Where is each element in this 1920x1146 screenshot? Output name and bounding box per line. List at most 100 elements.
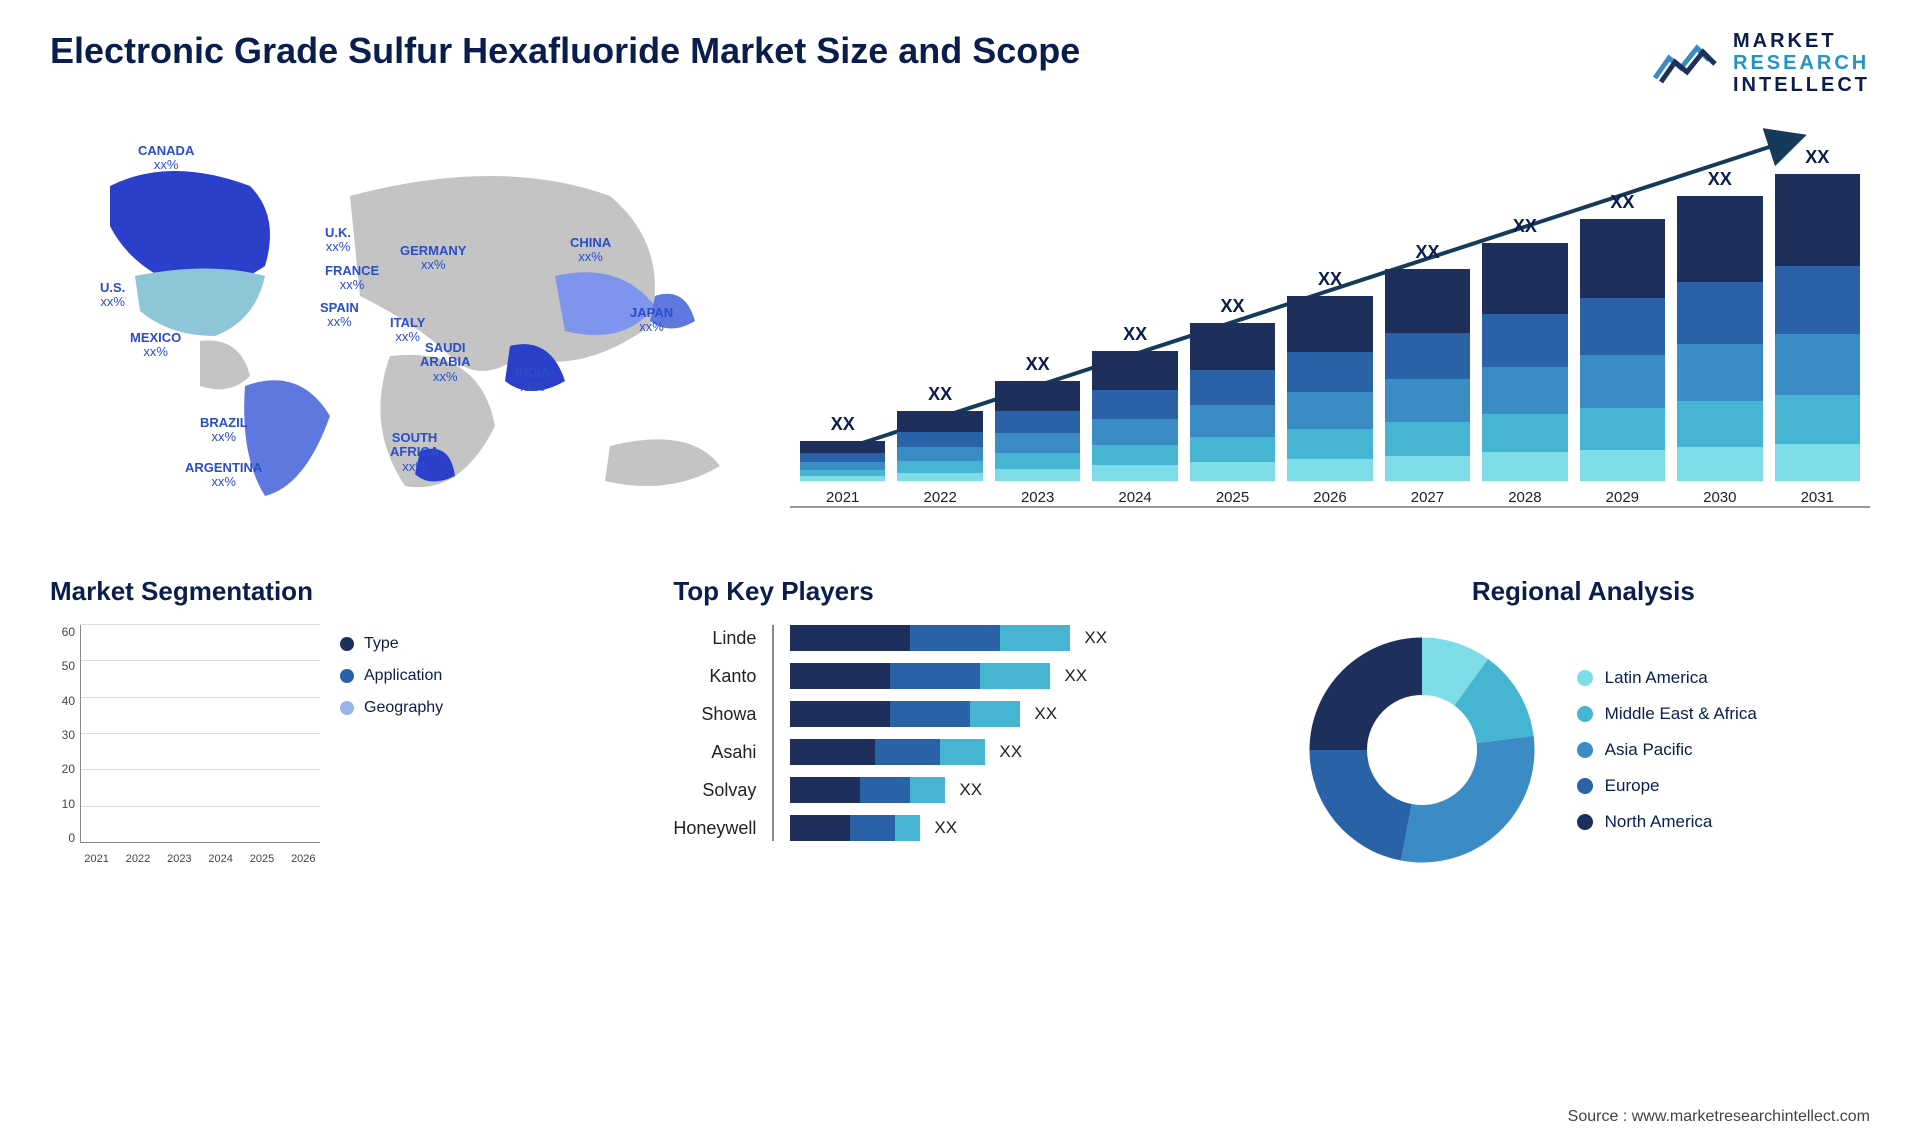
legend-swatch: [340, 701, 354, 715]
y-tick-label: 20: [50, 762, 75, 776]
y-tick-label: 60: [50, 625, 75, 639]
map-label: CANADAxx%: [138, 144, 194, 173]
legend-swatch: [1577, 814, 1593, 830]
legend-label: Latin America: [1605, 668, 1708, 688]
kp-bar-segment: [890, 663, 980, 689]
segmentation-title: Market Segmentation: [50, 576, 623, 607]
bar-segment: [1775, 444, 1860, 481]
kp-value-label: XX: [1084, 628, 1107, 648]
legend-item: Latin America: [1577, 668, 1757, 688]
segmentation-legend: TypeApplicationGeography: [340, 635, 443, 865]
map-label: U.K.xx%: [325, 226, 351, 255]
bar-segment: [1482, 314, 1567, 366]
bar-value-label: XX: [1318, 269, 1342, 290]
regional-title: Regional Analysis: [1297, 576, 1870, 607]
kp-bar-segment: [940, 739, 985, 765]
bar-segment: [1677, 344, 1762, 401]
kp-bar-segment: [790, 663, 890, 689]
bar-value-label: XX: [928, 384, 952, 405]
bar-segment: [1482, 414, 1567, 452]
map-label: JAPANxx%: [630, 306, 673, 335]
bar-column: XX2024: [1092, 324, 1177, 506]
logo-line3: INTELLECT: [1733, 74, 1870, 96]
bar-segment: [1385, 269, 1470, 333]
bar-value-label: XX: [1026, 354, 1050, 375]
bar-segment: [800, 453, 885, 462]
kp-bar-segment: [790, 625, 910, 651]
key-players-panel: Top Key Players LindeKantoShowaAsahiSolv…: [673, 576, 1246, 875]
seg-year-label: 2021: [80, 853, 113, 865]
bar-column: XX 2023: [995, 354, 1080, 506]
bar-segment: [995, 381, 1080, 411]
bar-year-label: 2030: [1703, 489, 1736, 506]
kp-bar-segment: [790, 815, 850, 841]
bar-segment: [1580, 298, 1665, 356]
bar-segment: [897, 432, 982, 447]
seg-year-label: 2024: [204, 853, 237, 865]
legend-item: Application: [340, 667, 443, 685]
bar-column: XX2026: [1287, 269, 1372, 506]
logo-line2: RESEARCH: [1733, 52, 1870, 74]
bar-segment: [1190, 323, 1275, 370]
legend-item: North America: [1577, 812, 1757, 832]
bar-segment: [995, 453, 1080, 469]
bar-segment: [1677, 401, 1762, 447]
legend-swatch: [1577, 670, 1593, 686]
kp-bar-row: XX: [790, 815, 1246, 841]
legend-item: Middle East & Africa: [1577, 704, 1757, 724]
map-label: SPAINxx%: [320, 301, 359, 330]
bar-segment: [1287, 296, 1372, 352]
map-label: SAUDIARABIAxx%: [420, 341, 471, 384]
bar-column: XX 2031: [1775, 147, 1860, 506]
bar-column: XX2029: [1580, 192, 1665, 506]
kp-bar-row: XX: [790, 625, 1246, 651]
bar-column: XX2022: [897, 384, 982, 506]
kp-bar-segment: [895, 815, 920, 841]
bar-segment: [897, 411, 982, 432]
source-attribution: Source : www.marketresearchintellect.com: [1568, 1108, 1870, 1126]
bar-segment: [897, 461, 982, 472]
legend-label: Application: [364, 667, 442, 685]
donut-slice: [1309, 638, 1422, 751]
bar-segment: [1775, 334, 1860, 395]
bar-segment: [1092, 419, 1177, 445]
bar-year-label: 2028: [1508, 489, 1541, 506]
y-tick-label: 30: [50, 728, 75, 742]
kp-bar-row: XX: [790, 739, 1246, 765]
bar-column: XX2027: [1385, 242, 1470, 506]
y-tick-label: 50: [50, 659, 75, 673]
bar-segment: [1092, 390, 1177, 419]
bar-segment: [1580, 355, 1665, 407]
legend-label: Asia Pacific: [1605, 740, 1693, 760]
bar-value-label: XX: [1610, 192, 1634, 213]
y-tick-label: 40: [50, 694, 75, 708]
bar-column: XX2030: [1677, 169, 1762, 506]
page-title: Electronic Grade Sulfur Hexafluoride Mar…: [50, 30, 1080, 72]
bar-segment: [1190, 437, 1275, 462]
bar-segment: [1190, 405, 1275, 437]
bar-segment: [1385, 422, 1470, 456]
kp-bar-row: XX: [790, 663, 1246, 689]
y-tick-label: 0: [50, 831, 75, 845]
map-label: CHINAxx%: [570, 236, 611, 265]
kp-bar-segment: [970, 701, 1020, 727]
bar-segment: [1482, 452, 1567, 481]
bar-value-label: XX: [831, 414, 855, 435]
kp-value-label: XX: [1034, 704, 1057, 724]
bar-segment: [1775, 174, 1860, 266]
kp-value-label: XX: [1064, 666, 1087, 686]
map-label: FRANCExx%: [325, 264, 379, 293]
bar-year-label: 2023: [1021, 489, 1054, 506]
seg-year-label: 2025: [245, 853, 278, 865]
bar-column: XX2028: [1482, 216, 1567, 506]
world-map-panel: CANADAxx%U.S.xx%MEXICOxx%BRAZILxx%ARGENT…: [50, 116, 750, 536]
bar-year-label: 2031: [1801, 489, 1834, 506]
bar-segment: [1385, 379, 1470, 421]
bar-segment: [1580, 408, 1665, 450]
kp-company-label: Solvay: [702, 777, 756, 803]
legend-label: Geography: [364, 699, 443, 717]
bar-segment: [1677, 196, 1762, 282]
kp-company-label: Showa: [701, 701, 756, 727]
bar-segment: [1190, 370, 1275, 405]
bar-value-label: XX: [1805, 147, 1829, 168]
